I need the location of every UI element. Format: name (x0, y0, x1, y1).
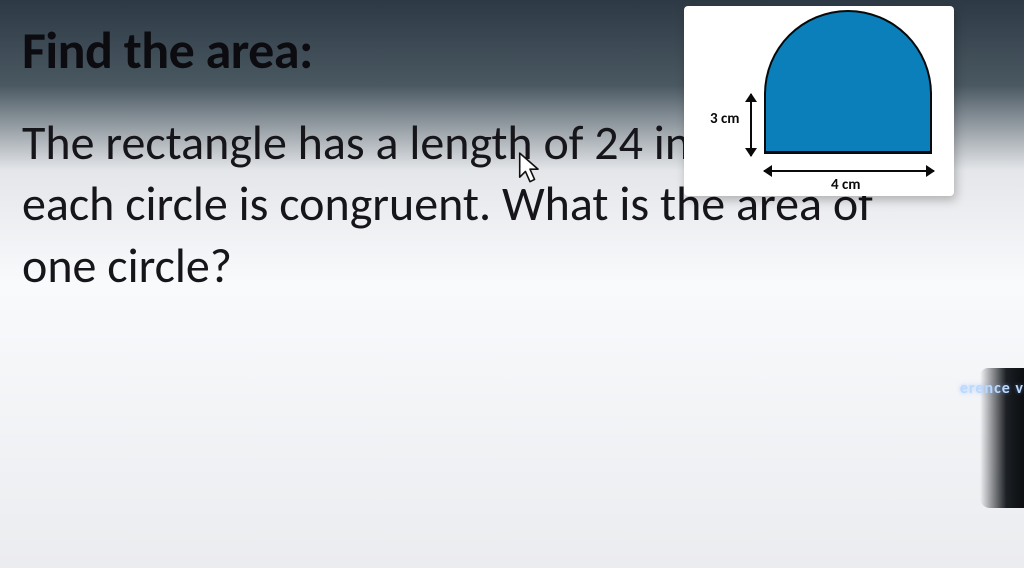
dimension-label-height: 3 cm (710, 110, 739, 128)
dimension-arrow-height (750, 94, 752, 156)
dimension-label-width: 4 cm (831, 176, 860, 194)
figure-inner: 4 cm 3 cm (684, 6, 954, 196)
slide: Find the area: 4 cm 3 cm The rectangle h… (0, 0, 1024, 568)
rectangle (764, 92, 932, 154)
semicircle (764, 10, 932, 94)
composite-shape (764, 20, 932, 170)
side-panel-label: erence v (960, 379, 1024, 398)
dimension-arrow-width (764, 170, 934, 172)
figure-card: 4 cm 3 cm (684, 6, 954, 196)
